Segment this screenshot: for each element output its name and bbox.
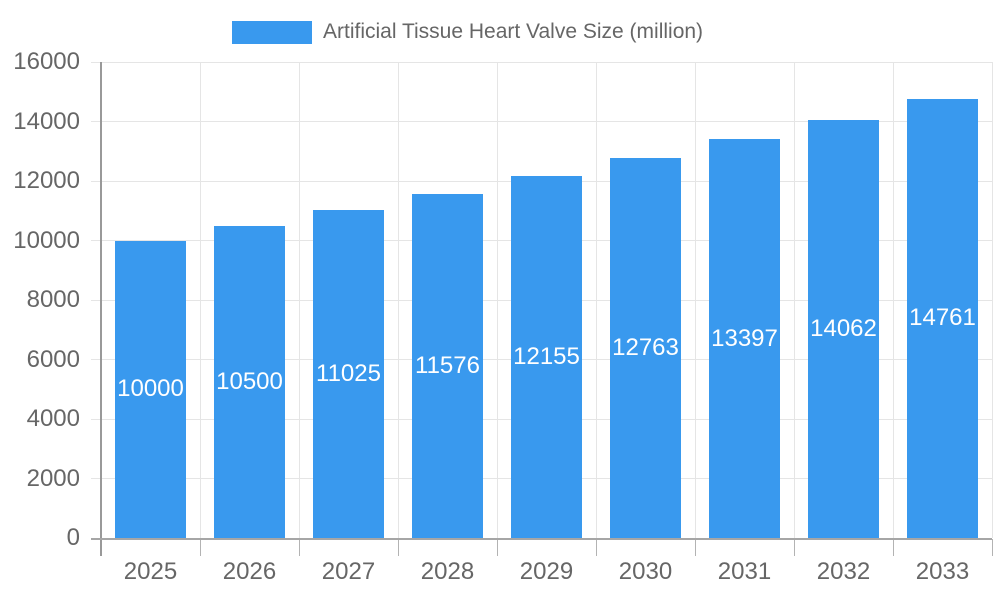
gridline-v [793, 62, 795, 538]
x-tick-label: 2027 [321, 558, 376, 585]
gridline-v [892, 62, 894, 538]
y-tick-label: 6000 [26, 345, 80, 373]
x-tick-mark [397, 539, 399, 556]
y-tick-label: 2000 [26, 464, 80, 492]
gridline-h [91, 61, 992, 63]
gridline-v [496, 62, 498, 538]
bar-value-label: 12763 [612, 334, 679, 362]
bar-value-label: 11576 [415, 351, 480, 379]
gridline-v [199, 62, 201, 538]
legend-swatch [232, 20, 312, 44]
bar-2032[interactable] [808, 119, 879, 538]
bar-2029[interactable] [511, 176, 582, 538]
x-tick-label: 2026 [222, 558, 277, 585]
x-tick-label: 2030 [618, 558, 673, 585]
bar-2033[interactable] [907, 98, 978, 538]
bar-value-label: 12155 [513, 343, 580, 371]
bar-value-label: 14062 [810, 314, 877, 342]
gridline-v [991, 62, 993, 538]
legend-label: Artificial Tissue Heart Valve Size (mill… [323, 20, 704, 43]
y-tick-label: 0 [66, 524, 80, 551]
x-tick-mark [793, 539, 795, 556]
gridline-h [91, 121, 992, 122]
x-tick-mark [694, 539, 696, 556]
bar-value-label: 14761 [909, 304, 976, 332]
legend-item[interactable]: Artificial Tissue Heart Valve Size (mill… [232, 20, 703, 44]
bar-value-label: 10500 [216, 367, 283, 395]
bar-2028[interactable] [412, 193, 483, 538]
x-tick-mark [991, 539, 993, 556]
x-tick-mark [595, 539, 597, 556]
y-tick-label: 4000 [26, 405, 80, 432]
x-tick-label: 2033 [915, 558, 970, 585]
x-tick-label: 2031 [717, 558, 772, 585]
y-tick-label: 16000 [13, 48, 80, 75]
bar-2025[interactable] [115, 240, 186, 538]
x-tick-mark [298, 539, 300, 556]
x-tick-mark [199, 539, 201, 556]
x-axis-line [91, 538, 992, 540]
x-tick-label: 2029 [519, 558, 574, 585]
y-tick-label: 14000 [13, 107, 80, 135]
x-tick-mark [892, 539, 894, 556]
y-tick-label: 10000 [13, 226, 80, 254]
x-tick-label: 2025 [123, 558, 178, 585]
y-axis-line [100, 62, 102, 556]
y-tick-label: 8000 [26, 286, 80, 313]
gridline-v [397, 62, 399, 538]
gridline-v [595, 62, 597, 538]
bar-2026[interactable] [214, 225, 285, 538]
gridline-v [694, 62, 696, 538]
x-tick-mark [496, 539, 498, 556]
bar-2031[interactable] [709, 139, 780, 538]
bar-value-label: 11025 [316, 360, 381, 387]
x-tick-label: 2028 [420, 558, 475, 585]
bar-value-label: 13397 [711, 324, 778, 352]
x-tick-label: 2032 [816, 558, 871, 585]
bar-2030[interactable] [610, 158, 681, 538]
bar-2027[interactable] [313, 210, 384, 538]
bar-value-label: 10000 [117, 375, 184, 403]
y-tick-label: 12000 [13, 167, 80, 194]
gridline-v [298, 62, 300, 538]
